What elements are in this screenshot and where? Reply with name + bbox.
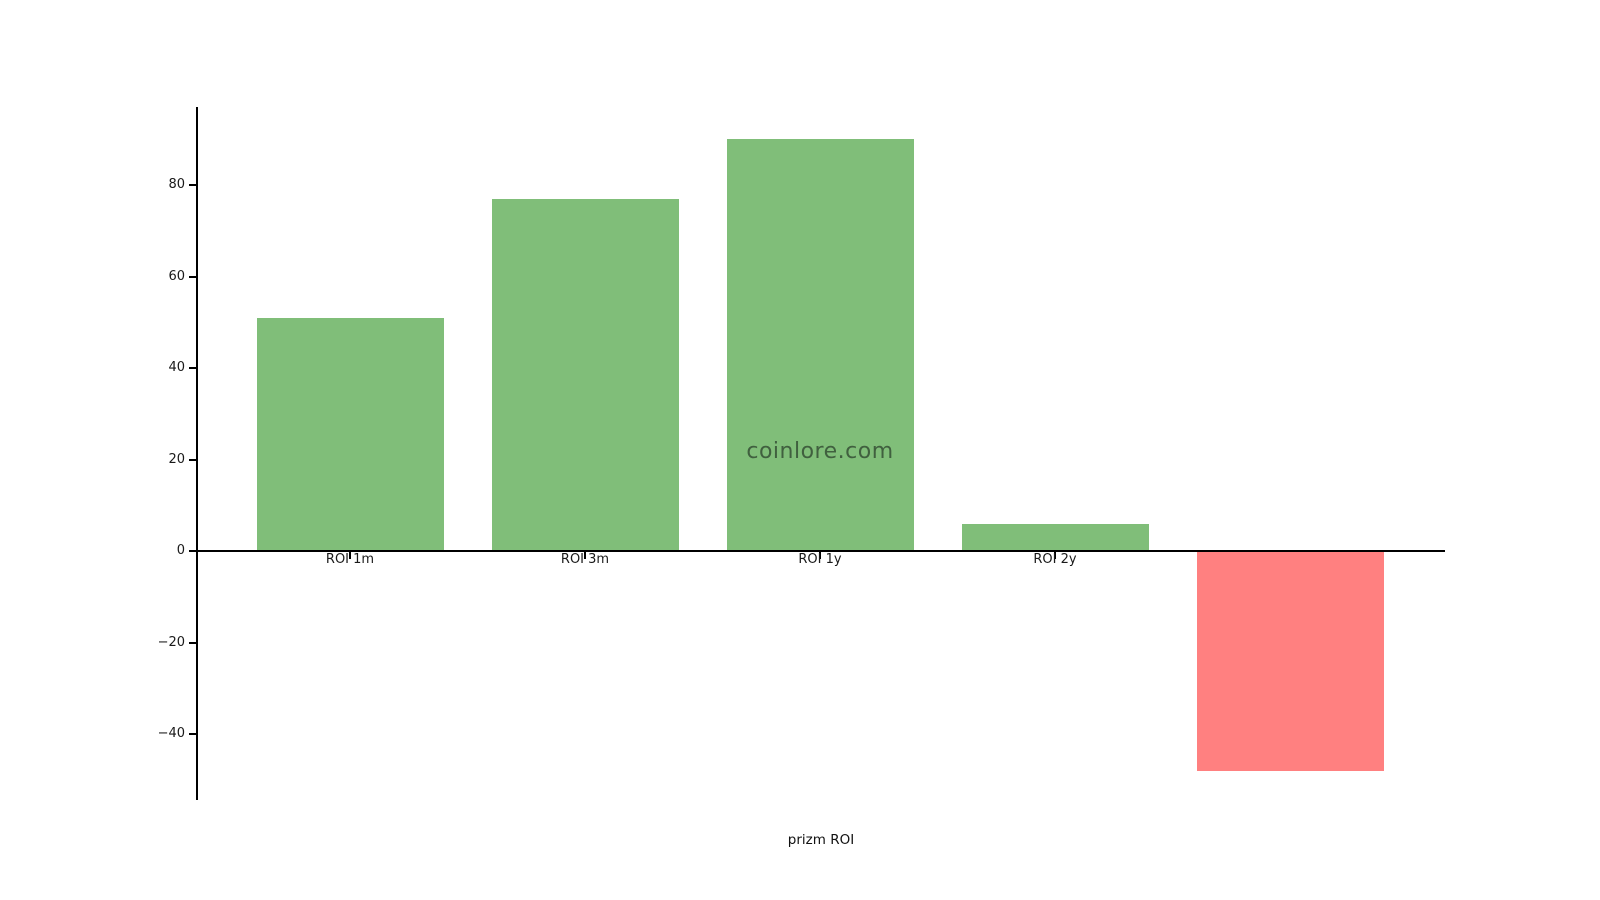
y-tick-label--20: −20 xyxy=(157,634,185,650)
y-tick-0 xyxy=(189,550,196,552)
y-tick--40 xyxy=(189,733,196,735)
y-tick-label-80: 80 xyxy=(168,177,185,192)
y-tick-80 xyxy=(189,184,196,186)
bar-ROI 2y xyxy=(961,523,1149,551)
x-tick-ROI 2y xyxy=(1054,551,1056,559)
bar-ROI 1y xyxy=(726,139,914,551)
y-tick-label-0: 0 xyxy=(176,543,185,558)
y-tick--20 xyxy=(189,641,196,644)
y-tick-20 xyxy=(189,458,196,461)
y-tick-label-40: 40 xyxy=(168,360,185,375)
watermark-text: coinlore.com xyxy=(746,439,894,464)
x-tick-ROI 3m xyxy=(584,551,586,559)
x-tick-label-ROI 1m: ROI 1m xyxy=(325,552,375,567)
y-tick-label--40: −40 xyxy=(157,726,185,741)
bar-ROI 3m xyxy=(491,198,679,551)
y-tick-label-20: 20 xyxy=(168,451,185,467)
x-tick-ROI 1m xyxy=(349,551,351,559)
bar-ROI 1m xyxy=(256,317,444,551)
y-axis-line xyxy=(196,107,198,800)
x-tick-label-ROI 3m: ROI 3m xyxy=(560,552,610,567)
bar-unlabeled-4 xyxy=(1196,551,1384,771)
y-tick-60 xyxy=(189,275,196,278)
x-tick-label-ROI 1y: ROI 1y xyxy=(798,552,842,567)
y-tick-40 xyxy=(189,367,196,369)
y-tick-label-60: 60 xyxy=(168,268,185,284)
x-tick-label-ROI 2y: ROI 2y xyxy=(1033,552,1077,567)
x-axis-title: prizm ROI xyxy=(787,832,855,848)
x-tick-ROI 1y xyxy=(819,551,821,559)
